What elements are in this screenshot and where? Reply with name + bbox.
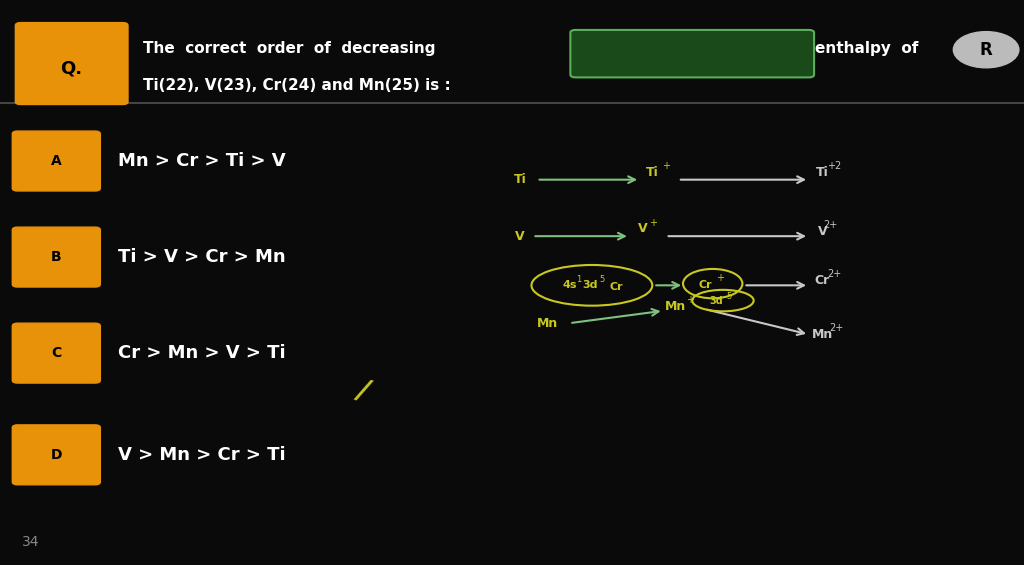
Circle shape: [953, 32, 1019, 68]
Text: enthalpy  of: enthalpy of: [815, 41, 919, 55]
Text: 3d: 3d: [582, 280, 598, 290]
FancyBboxPatch shape: [15, 23, 128, 105]
Text: Mn > Cr > Ti > V: Mn > Cr > Ti > V: [118, 152, 286, 170]
Text: V: V: [638, 222, 648, 236]
Text: 34: 34: [22, 536, 40, 549]
Text: Ti > V > Cr > Mn: Ti > V > Cr > Mn: [118, 248, 286, 266]
Text: Mn: Mn: [538, 316, 558, 330]
Text: 2+: 2+: [823, 220, 838, 230]
FancyBboxPatch shape: [12, 227, 100, 287]
Text: V: V: [817, 224, 827, 238]
Text: 2+: 2+: [829, 323, 844, 333]
Text: +2: +2: [827, 161, 842, 171]
FancyBboxPatch shape: [570, 30, 814, 77]
Text: Ti: Ti: [816, 166, 828, 179]
Text: Mn: Mn: [666, 299, 686, 313]
Text: 4s: 4s: [562, 280, 577, 290]
Text: Cr > Mn > V > Ti: Cr > Mn > V > Ti: [118, 344, 286, 362]
Text: 1: 1: [575, 275, 582, 284]
Text: +: +: [649, 218, 657, 228]
FancyBboxPatch shape: [12, 131, 100, 191]
Text: D: D: [50, 448, 62, 462]
Text: V: V: [515, 229, 525, 243]
Text: Ti(22), V(23), Cr(24) and Mn(25) is :: Ti(22), V(23), Cr(24) and Mn(25) is :: [143, 79, 452, 93]
Text: Mn: Mn: [812, 328, 833, 341]
Text: Q.: Q.: [60, 60, 83, 78]
Text: 5: 5: [726, 292, 732, 301]
Text: R: R: [980, 41, 992, 59]
Text: B: B: [51, 250, 61, 264]
Text: +: +: [686, 295, 694, 305]
Text: C: C: [51, 346, 61, 360]
Text: Cr: Cr: [815, 273, 829, 287]
Text: 2+: 2+: [827, 269, 842, 279]
Text: +: +: [662, 161, 670, 171]
Text: V > Mn > Cr > Ti: V > Mn > Cr > Ti: [118, 446, 286, 464]
Text: /: /: [355, 375, 372, 405]
FancyBboxPatch shape: [12, 425, 100, 485]
Text: The  correct  order  of  decreasing: The correct order of decreasing: [143, 41, 436, 55]
Text: Cr: Cr: [698, 280, 713, 290]
Text: Cr: Cr: [609, 282, 624, 292]
Text: +: +: [716, 273, 724, 283]
Text: A: A: [51, 154, 61, 168]
Text: second  ionisation: second ionisation: [614, 46, 770, 61]
FancyBboxPatch shape: [12, 323, 100, 383]
Text: Ti: Ti: [646, 166, 658, 179]
Text: 5: 5: [599, 275, 605, 284]
Text: Ti: Ti: [514, 173, 526, 186]
Text: 3d: 3d: [709, 295, 723, 306]
